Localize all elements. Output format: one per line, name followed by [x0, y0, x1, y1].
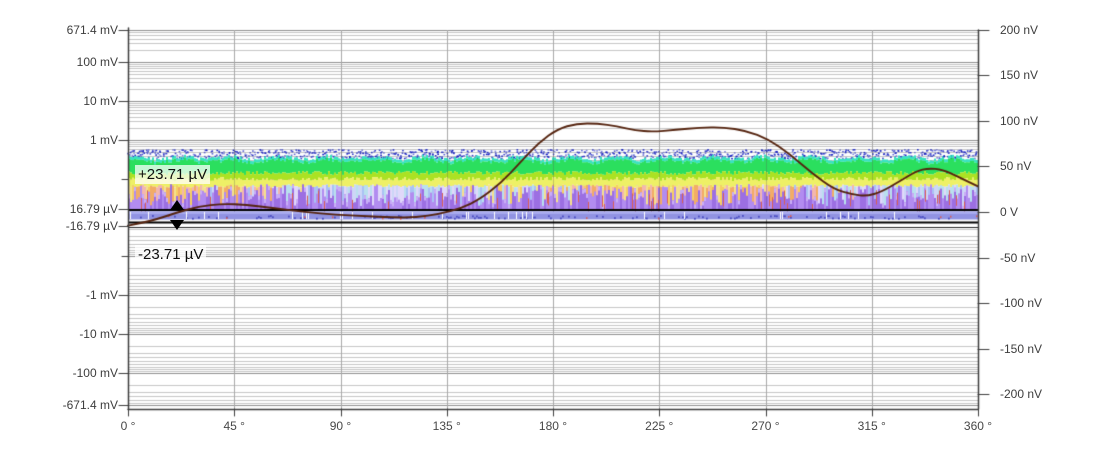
right-axis-tick-label: 0 V [1000, 205, 1019, 219]
right-axis-tick-label: 100 nV [1000, 113, 1039, 128]
cursor-down-marker[interactable] [170, 220, 184, 230]
cursor-up-marker[interactable] [170, 200, 184, 210]
left-axis-tick-label: 10 mV [83, 94, 118, 108]
right-axis-tick-label: 200 nV [1000, 22, 1039, 37]
x-axis-tick-label: 270 ° [751, 419, 780, 433]
right-axis-tick-label: -100 nV [1000, 296, 1043, 311]
x-axis-tick-label: 90 ° [329, 419, 352, 433]
left-axis-tick-label: -1 mV [85, 288, 118, 302]
left-axis-tick-label: -10 mV [79, 327, 118, 341]
right-axis-tick-label: -150 nV [1000, 341, 1043, 356]
x-axis-tick-label: 180 ° [538, 419, 568, 433]
x-axis-tick-label: 360 ° [963, 419, 993, 433]
left-axis-tick-label: 671.4 mV [66, 22, 118, 37]
right-axis-tick-label: 150 nV [1000, 68, 1039, 83]
left-axis-tick-label: -100 mV [72, 366, 118, 380]
x-axis-tick-label: 45 ° [223, 419, 245, 433]
upper-cursor-readout: +23.71 µV [135, 165, 211, 184]
x-axis-tick-label: 0 ° [120, 419, 136, 433]
x-axis-tick-label: 135 ° [432, 419, 461, 433]
left-axis-tick-label: -671.4 mV [62, 398, 118, 413]
left-axis-tick-label: 1 mV [89, 133, 118, 147]
right-axis-tick-label: 50 nV [1000, 159, 1032, 174]
left-axis-tick-label: -16.79 µV [65, 218, 118, 233]
right-axis-tick-label: -50 nV [1000, 250, 1036, 265]
lower-cursor-readout: -23.71 µV [135, 245, 207, 264]
left-axis-tick-label: 16.79 µV [69, 202, 118, 217]
x-axis-tick-label: 315 ° [857, 419, 886, 433]
left-axis-tick-label: 100 mV [76, 55, 118, 69]
x-axis-tick-label: 225 ° [645, 419, 674, 433]
right-axis-tick-label: -200 nV [1000, 387, 1043, 402]
